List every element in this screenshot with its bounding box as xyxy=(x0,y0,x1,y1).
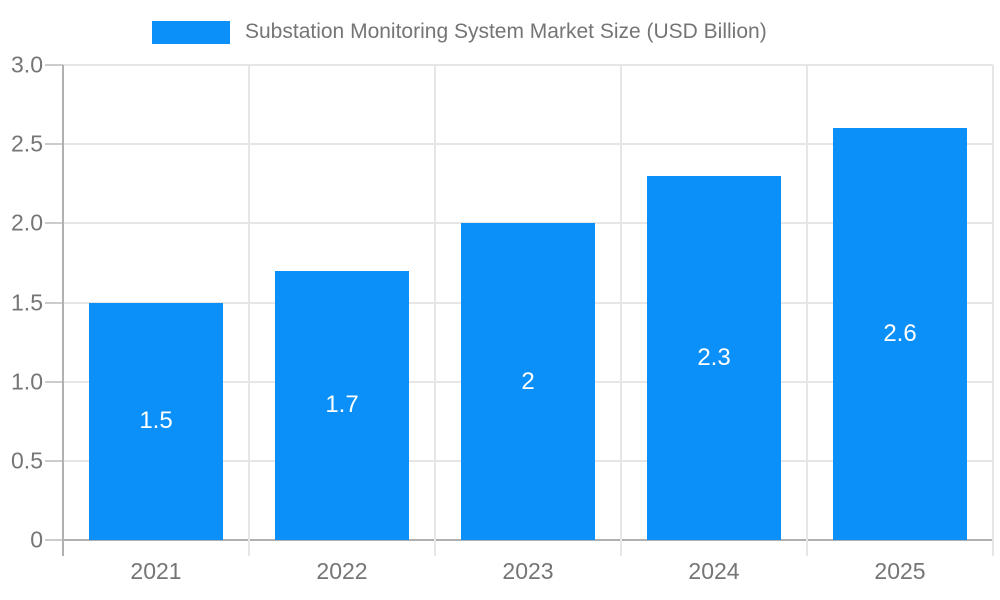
v-gridline xyxy=(620,65,622,556)
y-tick-mark xyxy=(45,539,63,541)
x-tick-label: 2022 xyxy=(316,558,368,584)
y-tick-mark xyxy=(45,64,63,66)
y-tick-mark xyxy=(45,380,63,383)
y-tick-mark xyxy=(45,459,63,462)
v-gridline xyxy=(248,65,250,556)
plot-area: 1.5 1.7 2 2.3 2.6 xyxy=(45,64,994,556)
bar-2022[interactable]: 1.7 xyxy=(275,270,409,540)
x-axis-labels: 2021 2022 2023 2024 2025 xyxy=(63,556,993,590)
x-tick-label: 2023 xyxy=(502,558,554,584)
v-gridline xyxy=(434,65,436,556)
x-tick-label: 2021 xyxy=(130,558,182,584)
v-gridline xyxy=(992,65,994,556)
y-axis-labels: 0 0.5 1.0 1.5 2.0 2.5 3.0 xyxy=(0,52,53,553)
bar-value-label: 1.5 xyxy=(139,407,173,435)
v-gridline xyxy=(806,65,808,556)
x-axis-line xyxy=(63,539,993,541)
legend[interactable]: Substation Monitoring System Market Size… xyxy=(152,20,767,44)
bar-value-label: 2 xyxy=(521,367,535,395)
bar-value-label: 2.6 xyxy=(883,320,917,348)
bar-value-label: 1.7 xyxy=(325,391,359,419)
y-tick-label: 2.5 xyxy=(11,130,43,157)
y-tick-mark xyxy=(45,301,63,304)
y-tick-label: 1.0 xyxy=(11,368,43,395)
h-gridline xyxy=(63,143,993,146)
bar-2023[interactable]: 2 xyxy=(461,223,595,540)
y-tick-label: 0.5 xyxy=(11,447,43,474)
y-tick-label: 2.0 xyxy=(11,209,43,236)
h-gridline xyxy=(63,64,993,66)
y-axis-line xyxy=(62,65,64,556)
x-tick-label: 2025 xyxy=(874,558,926,584)
legend-swatch xyxy=(152,20,230,44)
chart-title: Substation Monitoring System Market Size… xyxy=(245,20,767,43)
x-tick-label: 2024 xyxy=(688,558,740,584)
bar-2024[interactable]: 2.3 xyxy=(647,175,781,540)
bar-value-label: 2.3 xyxy=(697,343,731,371)
y-tick-label: 3.0 xyxy=(11,51,43,78)
y-tick-label: 0 xyxy=(30,526,43,553)
bar-2025[interactable]: 2.6 xyxy=(833,128,967,540)
y-tick-mark xyxy=(45,143,63,146)
y-tick-label: 1.5 xyxy=(11,289,43,315)
bar-2021[interactable]: 1.5 xyxy=(89,302,223,540)
y-tick-mark xyxy=(45,222,63,225)
